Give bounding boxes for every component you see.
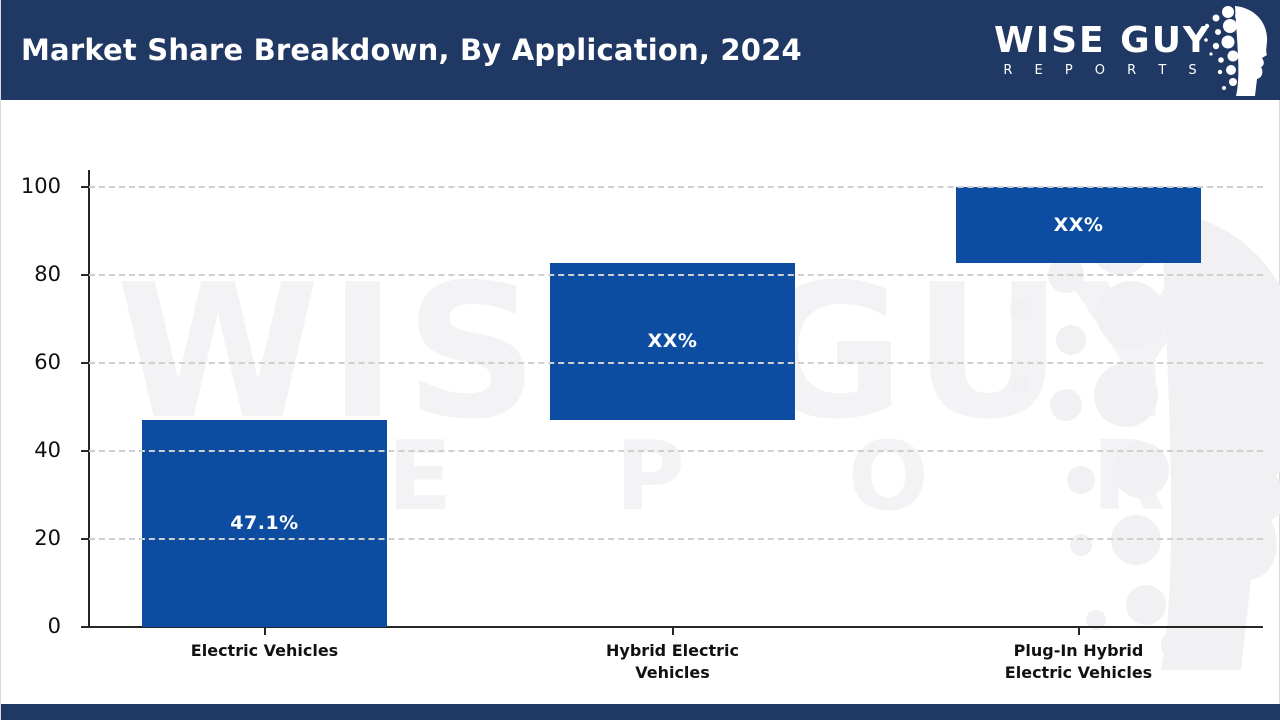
bar-value-label: 47.1% (230, 512, 299, 535)
bar-value-label: XX% (647, 330, 698, 353)
x-tick-0 (263, 627, 266, 635)
brand-logo-text: WISE GUY R E P O R T S (993, 19, 1211, 78)
page-title: Market Share Breakdown, By Application, … (21, 33, 802, 67)
bar-segment-0[interactable]: 47.1% (142, 419, 387, 627)
y-tick-0 (81, 626, 89, 628)
header-bar: Market Share Breakdown, By Application, … (1, 0, 1280, 100)
y-tick-80 (81, 274, 89, 276)
gridline-20 (89, 538, 1263, 540)
gridline-60 (89, 362, 1263, 364)
y-tick-label-40: 40 (34, 438, 61, 462)
y-tick-label-100: 100 (20, 174, 61, 198)
y-tick-label-20: 20 (34, 526, 61, 550)
footer-bar (1, 704, 1280, 720)
gridline-80 (89, 274, 1263, 276)
y-tick-100 (81, 186, 89, 188)
bar-value-label: XX% (1053, 214, 1104, 237)
x-axis-line (88, 626, 1263, 628)
category-label-0: Electric Vehicles (190, 641, 339, 660)
bar-segment-1[interactable]: XX% (550, 263, 795, 420)
brand-name: WISE GUY (993, 19, 1211, 61)
category-label-1: Hybrid Electric Vehicles (606, 641, 739, 682)
chart-plot-area: 47.1% XX% XX% 0 20 40 60 80 100 Electric Vehicle… (21, 170, 1263, 682)
category-label-2: Plug-In Hybrid Electric Vehicles (1004, 641, 1153, 682)
x-tick-2 (1077, 627, 1080, 635)
bar-segment-2[interactable]: XX% (956, 187, 1201, 264)
gridline-40 (89, 450, 1263, 452)
y-tick-label-60: 60 (34, 350, 61, 374)
x-tick-1 (671, 627, 674, 635)
gridline-100 (89, 186, 1263, 188)
dotted-head-icon (1204, 6, 1268, 96)
y-tick-label-0: 0 (47, 614, 61, 638)
y-tick-40 (81, 450, 89, 452)
brand-logo: WISE GUY R E P O R T S (993, 0, 1268, 100)
y-axis-line (88, 170, 90, 627)
brand-subtitle: R E P O R T S (1003, 62, 1206, 78)
y-tick-60 (81, 362, 89, 364)
y-tick-20 (81, 538, 89, 540)
y-tick-label-80: 80 (34, 262, 61, 286)
